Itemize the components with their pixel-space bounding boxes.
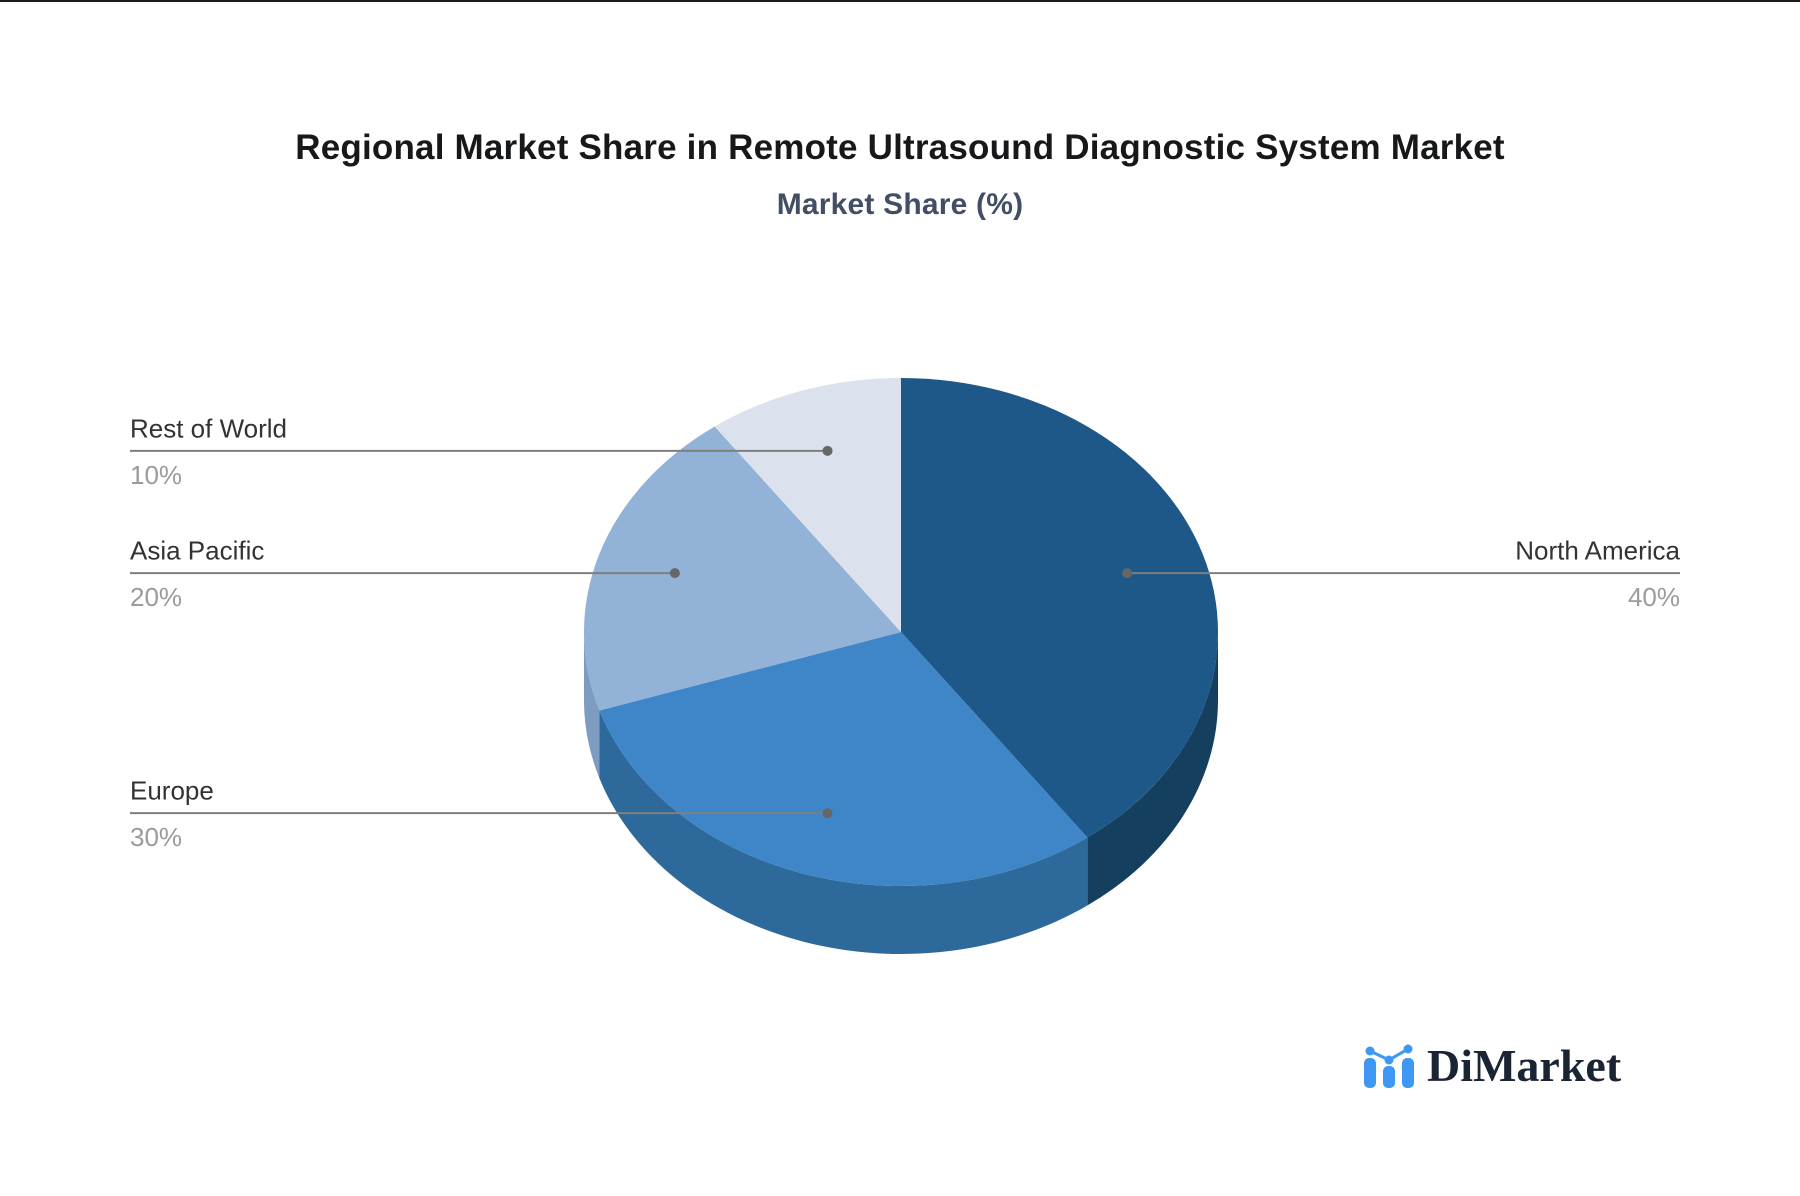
pie-slice-asia-pacific[interactable] [584,426,901,711]
slice-value-rest-of-world: 10% [130,459,183,490]
pie-slice-side-asia-pacific [584,632,600,779]
slice-label-north-america: North America [1515,535,1680,566]
bar-line-chart-icon [1364,1044,1414,1088]
chart-title: Regional Market Share in Remote Ultrasou… [295,128,1505,167]
leader-dot-asia-pacific [669,568,680,579]
slice-label-europe: Europe [130,775,214,806]
leader-dot-north-america [1122,568,1133,579]
slice-value-europe: 30% [130,822,183,853]
pie-slice-rest-of-world[interactable] [714,378,901,632]
dimarket-logo: DiMarket [1362,1042,1621,1090]
chart-subtitle: Market Share (%) [776,188,1024,221]
slice-label-rest-of-world: Rest of World [130,413,288,444]
slice-value-north-america: 40% [1627,582,1680,613]
slice-label-asia-pacific: Asia Pacific [130,535,265,566]
leader-dot-rest-of-world [822,445,833,456]
leader-dot-europe [822,808,833,819]
slice-value-asia-pacific: 20% [130,582,183,613]
pie-slice-europe[interactable] [599,632,1088,886]
pie-slice-side-europe [599,710,1088,954]
dimarket-logo-text: DiMarket [1427,1040,1622,1091]
pie-slice-side-north-america [1087,632,1218,906]
pie-slice-north-america[interactable] [901,378,1218,838]
